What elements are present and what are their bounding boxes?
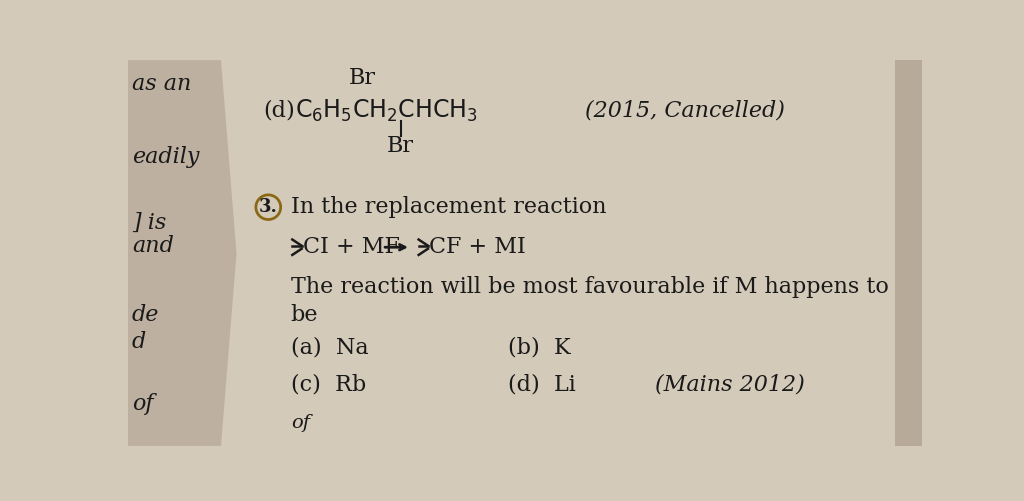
Text: of: of — [291, 414, 309, 432]
Text: be: be — [291, 304, 318, 326]
Polygon shape — [128, 60, 237, 446]
Text: The reaction will be most favourable if M happens to: The reaction will be most favourable if … — [291, 276, 889, 298]
Text: (c)  Rb: (c) Rb — [291, 373, 366, 395]
Text: d: d — [132, 331, 146, 353]
Text: ] is: ] is — [132, 211, 166, 233]
Text: (2015, Cancelled): (2015, Cancelled) — [586, 100, 785, 122]
Text: (d)  Li: (d) Li — [508, 373, 575, 395]
Text: (a)  Na: (a) Na — [291, 336, 369, 358]
Text: CI + MF: CI + MF — [303, 236, 400, 258]
Text: (b)  K: (b) K — [508, 336, 570, 358]
FancyBboxPatch shape — [895, 60, 922, 446]
Text: CF + MI: CF + MI — [429, 236, 526, 258]
Text: 3.: 3. — [259, 198, 278, 216]
Text: Br: Br — [387, 135, 415, 157]
Text: eadily: eadily — [132, 146, 200, 168]
Text: as an: as an — [132, 73, 191, 95]
Text: (d): (d) — [263, 100, 295, 122]
Text: de: de — [132, 304, 160, 326]
Text: Br: Br — [349, 67, 376, 89]
Text: and: and — [132, 234, 174, 257]
Text: In the replacement reaction: In the replacement reaction — [291, 196, 606, 218]
Text: of: of — [132, 393, 154, 414]
Text: $\mathrm{C_6H_5CH_2CHCH_3}$: $\mathrm{C_6H_5CH_2CHCH_3}$ — [295, 98, 477, 124]
Text: (Mains 2012): (Mains 2012) — [655, 373, 805, 395]
